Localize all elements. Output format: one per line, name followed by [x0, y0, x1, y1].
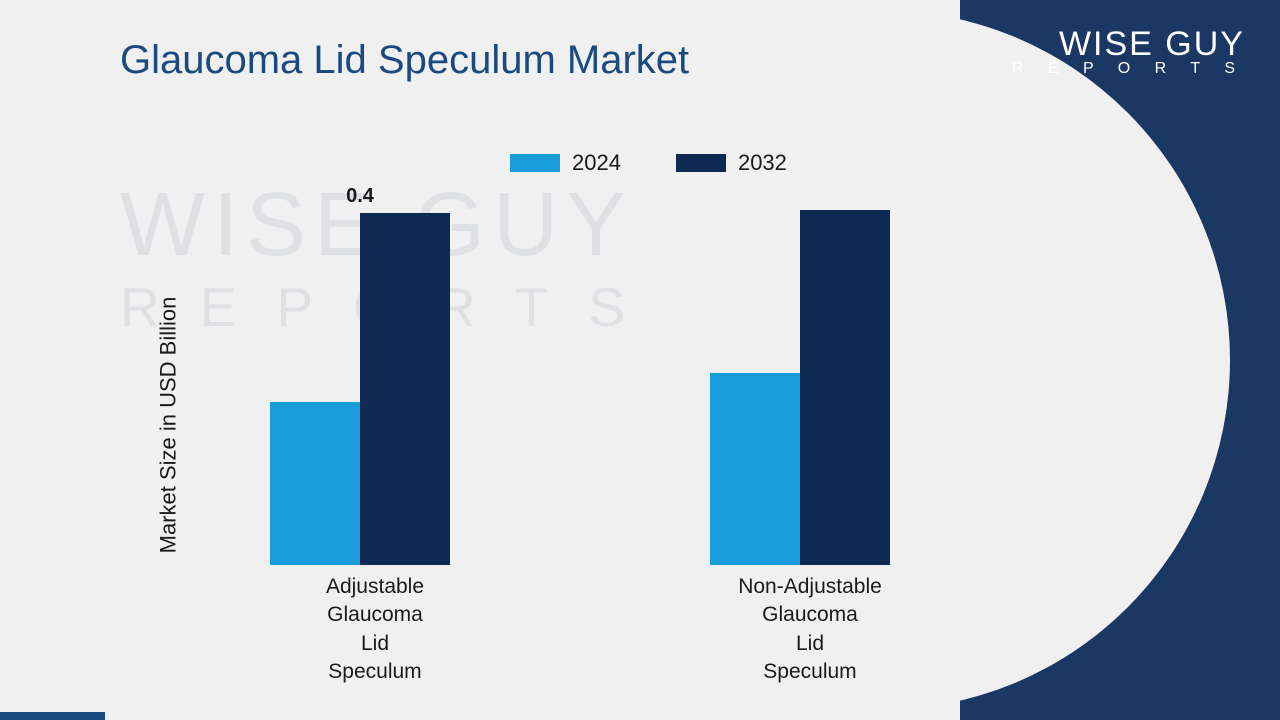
x-label-0-line1: Glaucoma — [327, 603, 423, 626]
brand-logo: WISE GUY R E P O R T S — [1012, 25, 1245, 78]
x-label-0-line0: Adjustable — [326, 575, 424, 598]
bar-1-2024 — [710, 373, 800, 565]
bar-value-0-2024: 0.4 — [270, 185, 450, 208]
bar-0-2024: 0.4 — [270, 402, 360, 565]
bar-group-1 — [710, 210, 890, 565]
chart-title: Glaucoma Lid Speculum Market — [120, 38, 689, 83]
bar-0-2032 — [360, 213, 450, 565]
legend-swatch-2024 — [510, 154, 560, 172]
x-label-1-line0: Non-Adjustable — [738, 575, 882, 598]
bottom-accent-bar — [0, 712, 105, 720]
plot-area: 0.4 — [110, 195, 950, 565]
legend-item-2032: 2032 — [676, 150, 787, 176]
x-label-1: Non-Adjustable Glaucoma Lid Speculum — [710, 573, 910, 686]
legend-label-2024: 2024 — [572, 150, 621, 176]
chart-container: Market Size in USD Billion 2024 2032 0.4… — [50, 150, 950, 700]
x-label-0-line2: Lid — [361, 632, 389, 655]
x-label-1-line1: Glaucoma — [762, 603, 858, 626]
legend-label-2032: 2032 — [738, 150, 787, 176]
legend: 2024 2032 — [510, 150, 787, 176]
x-label-0-line3: Speculum — [328, 660, 421, 683]
x-label-1-line3: Speculum — [763, 660, 856, 683]
x-label-1-line2: Lid — [796, 632, 824, 655]
legend-swatch-2032 — [676, 154, 726, 172]
legend-item-2024: 2024 — [510, 150, 621, 176]
brand-logo-line1: WISE GUY — [1012, 25, 1245, 64]
brand-logo-line2: R E P O R T S — [1012, 60, 1245, 78]
bar-1-2032 — [800, 210, 890, 565]
x-label-0: Adjustable Glaucoma Lid Speculum — [300, 573, 450, 686]
bar-group-0: 0.4 — [270, 213, 450, 565]
